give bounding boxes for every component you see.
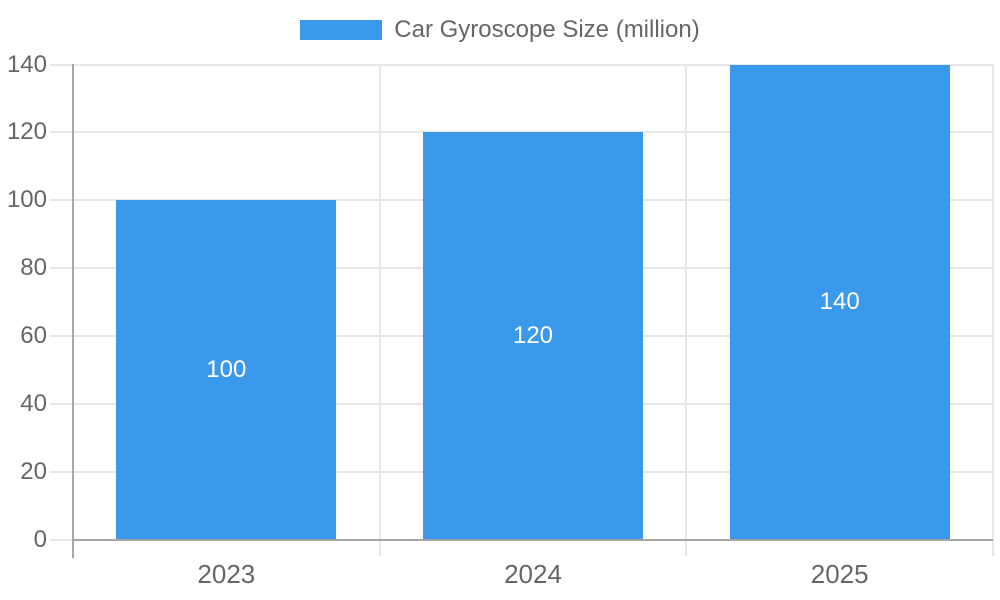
bar[interactable]: 120 <box>423 132 643 540</box>
y-axis-label: 60 <box>20 322 47 350</box>
category-separator <box>378 64 381 556</box>
bar-value-label: 140 <box>819 288 860 316</box>
y-axis-label: 20 <box>20 458 47 486</box>
gridline <box>50 63 993 66</box>
y-axis-label: 140 <box>6 50 47 78</box>
category-separator <box>992 64 994 556</box>
y-axis-line <box>72 64 74 558</box>
bar[interactable]: 140 <box>729 64 950 540</box>
bar[interactable]: 100 <box>116 200 337 540</box>
legend-label: Car Gyroscope Size (million) <box>394 16 700 43</box>
y-axis-label: 80 <box>20 254 47 282</box>
y-axis-label: 120 <box>6 118 47 146</box>
category-separator <box>685 64 688 556</box>
bar-value-label: 120 <box>512 322 554 350</box>
chart-legend[interactable]: Car Gyroscope Size (million) <box>0 14 1000 46</box>
x-axis-label: 2023 <box>197 559 256 589</box>
y-axis-label: 100 <box>6 186 47 214</box>
legend-swatch <box>300 20 383 40</box>
y-axis-label: 40 <box>20 390 47 418</box>
x-axis-label: 2025 <box>810 559 869 589</box>
x-axis-label: 2024 <box>504 559 562 589</box>
x-axis-line <box>72 539 993 541</box>
y-axis-label: 0 <box>33 526 47 553</box>
bar-value-label: 100 <box>206 356 247 384</box>
